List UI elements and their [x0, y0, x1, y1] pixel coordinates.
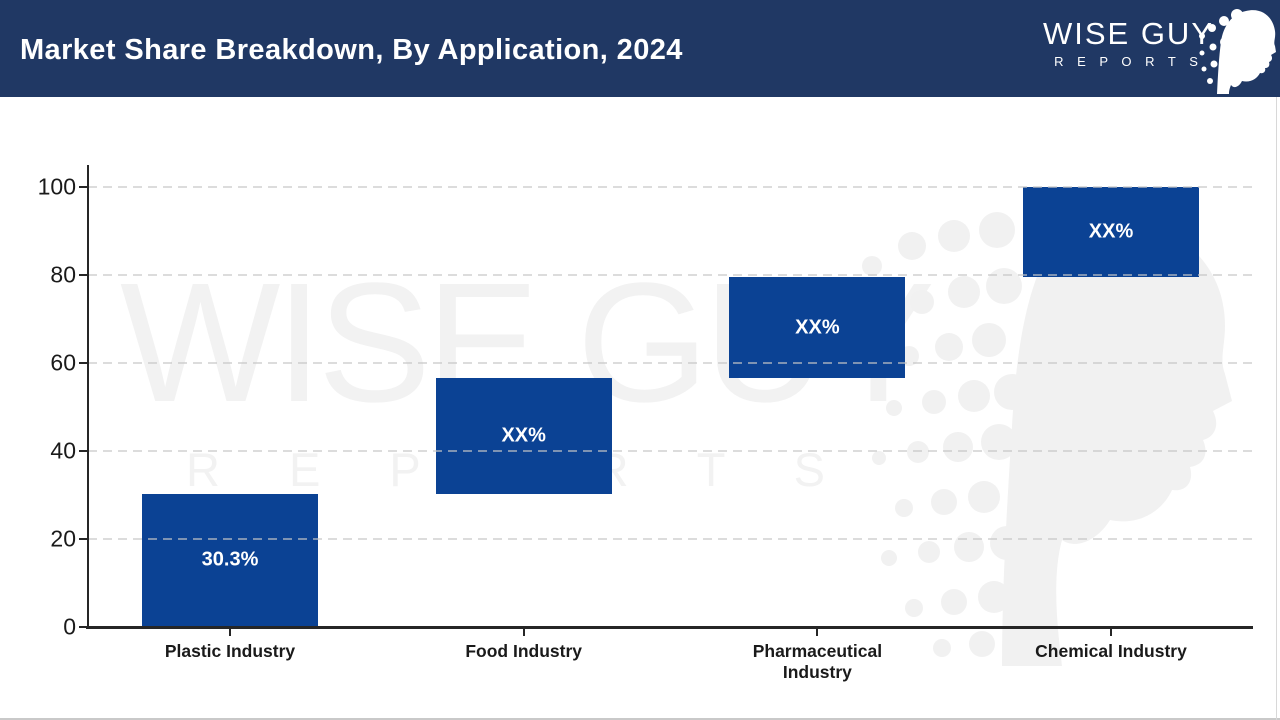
y-tick-100	[79, 186, 88, 188]
brand-name: WISE GUY	[1042, 16, 1214, 51]
header-bar: Market Share Breakdown, By Application, …	[0, 0, 1280, 97]
y-tick-40	[79, 450, 88, 452]
x-tick-3	[1110, 629, 1112, 636]
gridline-100	[88, 186, 1253, 188]
y-axis-line	[87, 165, 89, 629]
y-tick-label-60: 60	[50, 349, 76, 376]
page-title: Market Share Breakdown, By Application, …	[20, 34, 683, 66]
bar-pharmaceutical-industry	[729, 277, 906, 378]
gridline-20	[88, 538, 1253, 540]
y-tick-20	[79, 538, 88, 540]
bar-food-industry	[435, 377, 612, 494]
y-tick-label-0: 0	[63, 613, 76, 640]
y-tick-80	[79, 274, 88, 276]
y-tick-label-20: 20	[50, 525, 76, 552]
category-label-1: Food Industry	[465, 641, 583, 661]
gridline-60	[88, 362, 1253, 364]
bar-value-label: XX%	[795, 316, 840, 339]
gridline-40	[88, 450, 1253, 452]
bar-value-label: XX%	[501, 424, 546, 447]
bar-value-label: 30.3%	[201, 548, 259, 571]
bar-value-label: XX%	[1088, 220, 1134, 243]
right-border	[1276, 97, 1277, 720]
x-tick-2	[816, 629, 819, 636]
category-label-2: Pharmaceutical Industry	[752, 641, 883, 682]
y-tick-label-80: 80	[50, 261, 76, 288]
bottom-border	[0, 718, 1280, 720]
watermark-head-icon	[862, 212, 1232, 666]
x-tick-1	[522, 629, 525, 636]
wiseguy-head-icon	[1199, 9, 1276, 94]
y-tick-label-40: 40	[50, 437, 76, 464]
bar-chemical-industry	[1023, 187, 1199, 278]
brand-subtitle: R E P O R T S	[1054, 54, 1203, 69]
y-tick-label-100: 100	[37, 173, 76, 200]
y-tick-0	[79, 626, 88, 628]
bar-plastic-industry	[142, 493, 318, 627]
gridline-80	[88, 274, 1253, 276]
x-tick-0	[229, 629, 231, 636]
category-label-0: Plastic Industry	[164, 641, 296, 661]
y-tick-60	[79, 362, 88, 364]
x-axis-line	[86, 626, 1253, 629]
brand-logo: WISE GUY R E P O R T S	[1042, 16, 1214, 70]
category-label-3: Chemical Industry	[1035, 641, 1187, 661]
